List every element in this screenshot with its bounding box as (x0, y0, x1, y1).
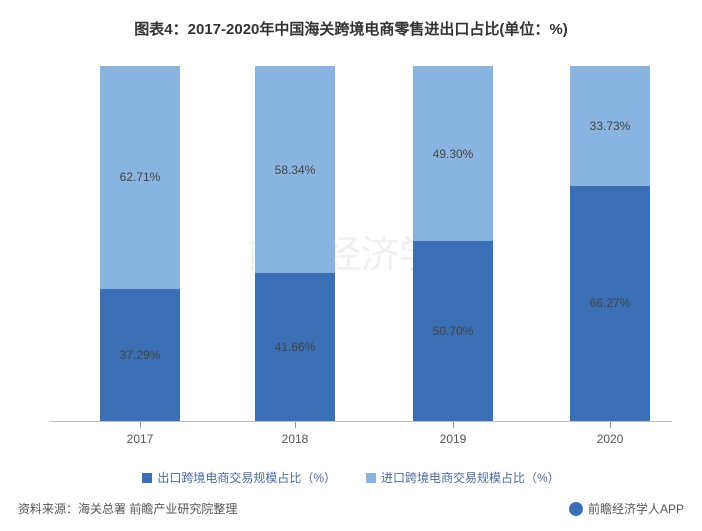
bar-label-export-2018: 41.66% (255, 340, 335, 354)
bar-label-import-2018: 58.34% (255, 163, 335, 177)
legend-swatch-import (366, 473, 376, 483)
bar-label-import-2019: 49.30% (413, 147, 493, 161)
bar-label-import-2020: 33.73% (570, 119, 650, 133)
bar-import-2017: 62.71% (100, 66, 180, 289)
bar-group-2017: 62.71%37.29%2017 (100, 66, 180, 421)
watermark-bottom: 前瞻经济学人APP (569, 500, 684, 517)
bar-label-export-2019: 50.70% (413, 324, 493, 338)
chart-area: 前瞻经济学人 62.71%37.29%201758.34%41.66%20184… (50, 55, 672, 446)
source-text: 资料来源：海关总署 前瞻产业研究院整理 (18, 500, 237, 517)
tick-2017 (140, 422, 141, 428)
legend-label-import: 进口跨境电商交易规模占比（%） (381, 469, 560, 486)
x-label-2018: 2018 (255, 432, 335, 446)
bar-export-2017: 37.29% (100, 289, 180, 421)
chart-title: 图表4：2017-2020年中国海关跨境电商零售进出口占比(单位：%) (0, 0, 702, 39)
bar-export-2020: 66.27% (570, 186, 650, 421)
app-icon (569, 502, 583, 516)
bar-import-2018: 58.34% (255, 66, 335, 273)
bar-export-2019: 50.70% (413, 241, 493, 421)
bar-group-2018: 58.34%41.66%2018 (255, 66, 335, 421)
x-label-2019: 2019 (413, 432, 493, 446)
legend-label-export: 出口跨境电商交易规模占比（%） (157, 469, 336, 486)
legend-item-import: 进口跨境电商交易规模占比（%） (366, 469, 560, 486)
bar-export-2018: 41.66% (255, 273, 335, 421)
x-label-2020: 2020 (570, 432, 650, 446)
tick-2018 (295, 422, 296, 428)
x-axis (50, 421, 672, 422)
legend-swatch-export (142, 473, 152, 483)
bar-label-export-2020: 66.27% (570, 296, 650, 310)
tick-2019 (453, 422, 454, 428)
bar-import-2019: 49.30% (413, 66, 493, 241)
bar-group-2020: 33.73%66.27%2020 (570, 66, 650, 421)
bar-label-export-2017: 37.29% (100, 348, 180, 362)
watermark-bottom-text: 前瞻经济学人APP (588, 500, 684, 517)
bar-label-import-2017: 62.71% (100, 170, 180, 184)
legend: 出口跨境电商交易规模占比（%） 进口跨境电商交易规模占比（%） (0, 469, 702, 486)
legend-item-export: 出口跨境电商交易规模占比（%） (142, 469, 336, 486)
bar-import-2020: 33.73% (570, 66, 650, 186)
bar-group-2019: 49.30%50.70%2019 (413, 66, 493, 421)
tick-2020 (610, 422, 611, 428)
x-label-2017: 2017 (100, 432, 180, 446)
